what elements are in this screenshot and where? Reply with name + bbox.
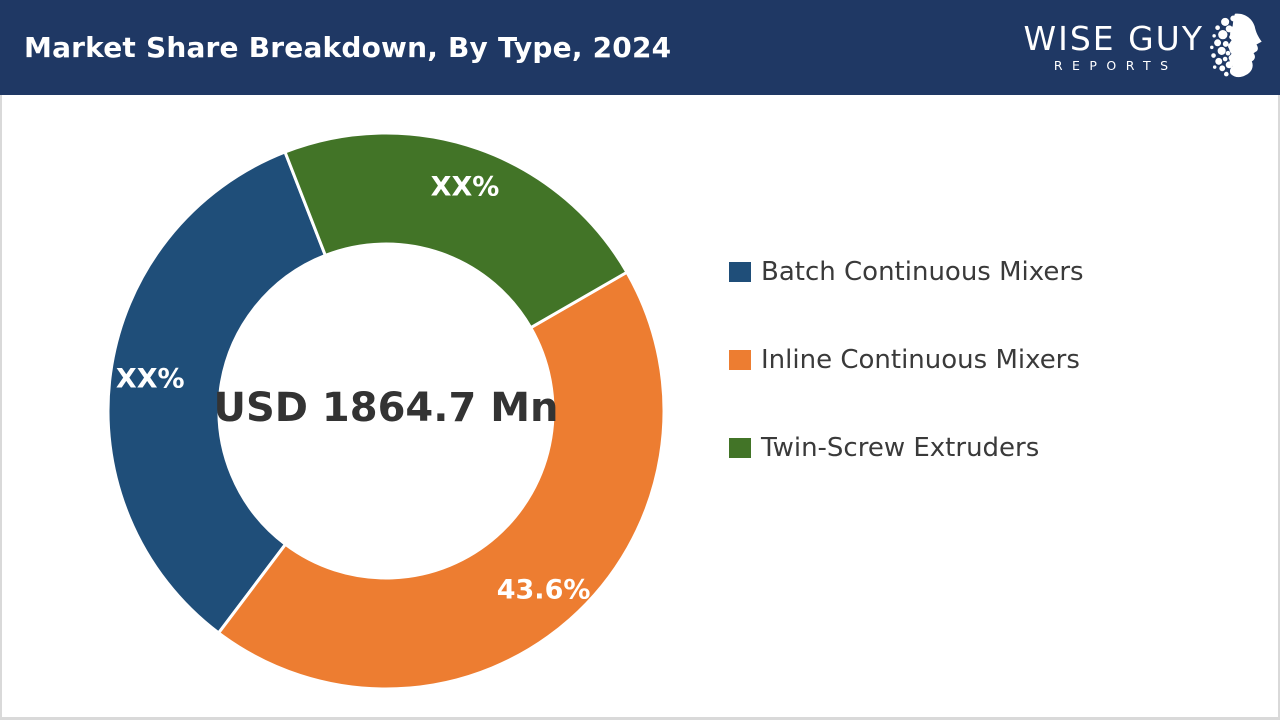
legend: Batch Continuous Mixers Inline Continuous… bbox=[729, 252, 1084, 516]
logo-wordmark: WISE GUY bbox=[1023, 19, 1204, 59]
chart-center-value: USD 1864.7 Mn bbox=[213, 385, 559, 431]
legend-label: Twin-Screw Extruders bbox=[761, 433, 1040, 463]
legend-swatch bbox=[729, 350, 751, 370]
legend-item-1: Inline Continuous Mixers bbox=[729, 340, 1084, 380]
logo-subtext: REPORTS bbox=[1053, 58, 1178, 74]
content-frame bbox=[0, 95, 1280, 720]
header: Market Share Breakdown, By Type, 2024 WI… bbox=[0, 0, 1280, 95]
legend-label: Inline Continuous Mixers bbox=[761, 345, 1080, 375]
brand-logo: WISE GUY REPORTS bbox=[1023, 0, 1264, 95]
legend-item-0: Batch Continuous Mixers bbox=[729, 252, 1084, 292]
legend-swatch bbox=[729, 262, 751, 282]
legend-swatch bbox=[729, 438, 751, 458]
page-title: Market Share Breakdown, By Type, 2024 bbox=[24, 31, 672, 64]
legend-item-2: Twin-Screw Extruders bbox=[729, 428, 1084, 468]
brand-text: WISE GUY REPORTS bbox=[1023, 22, 1204, 73]
logo-face-icon bbox=[1210, 13, 1262, 77]
legend-label: Batch Continuous Mixers bbox=[761, 257, 1084, 287]
